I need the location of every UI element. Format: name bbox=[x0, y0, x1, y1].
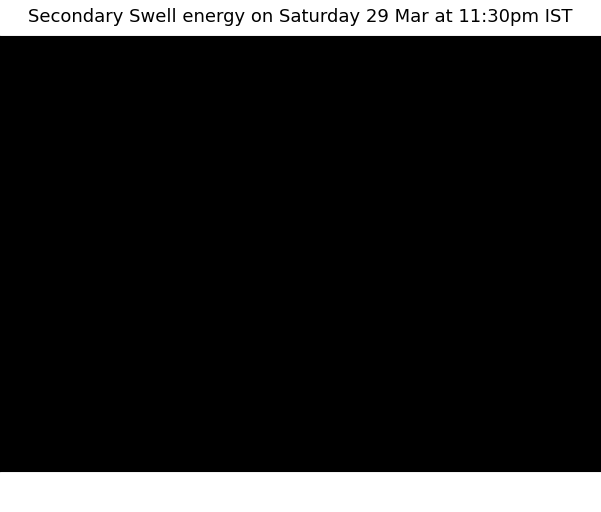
Text: Arrows show the wind wave direction: Arrows show the wind wave direction bbox=[171, 39, 430, 53]
Text: Secondary Swell energy on Saturday 29 Mar at 11:30pm IST: Secondary Swell energy on Saturday 29 Ma… bbox=[28, 8, 573, 26]
